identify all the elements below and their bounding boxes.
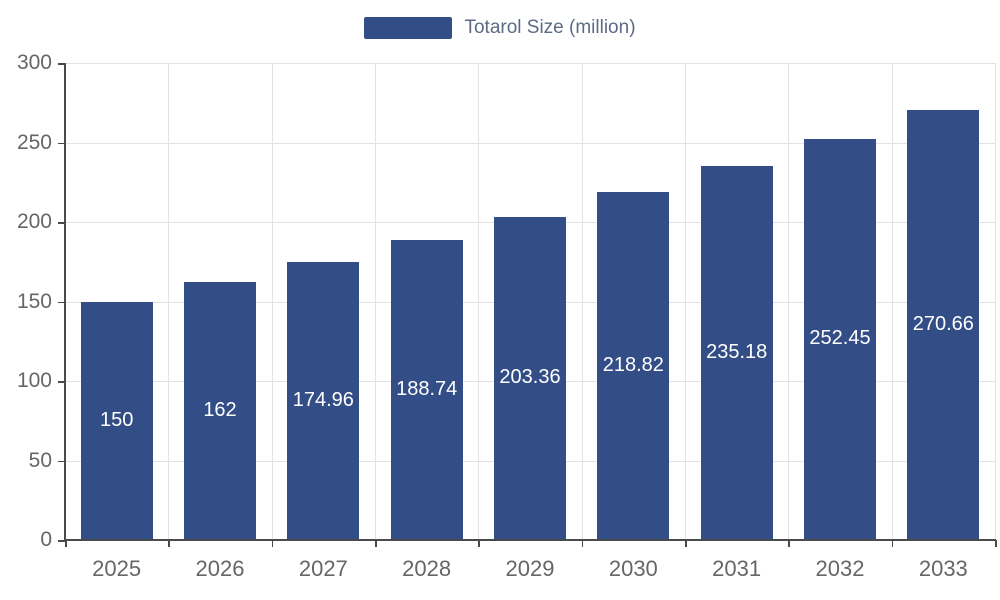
y-tick-label: 150 bbox=[16, 289, 52, 313]
bar-value-label: 174.96 bbox=[292, 388, 354, 411]
x-tick-label: 2027 bbox=[298, 556, 348, 581]
bar[interactable] bbox=[287, 261, 360, 539]
bar[interactable] bbox=[907, 109, 980, 539]
bar-value-label: 270.66 bbox=[912, 312, 974, 335]
y-tick-label: 0 bbox=[40, 528, 52, 551]
x-tick-label: 2026 bbox=[195, 556, 245, 581]
vertical-gridline bbox=[995, 63, 996, 540]
y-axis-tick bbox=[58, 301, 65, 303]
x-tick-label: 2031 bbox=[712, 556, 762, 581]
y-axis-tick bbox=[58, 222, 65, 224]
bar[interactable] bbox=[597, 192, 670, 539]
bar[interactable] bbox=[184, 282, 256, 539]
vertical-gridline bbox=[168, 63, 170, 540]
vertical-gridline bbox=[891, 63, 893, 540]
vertical-gridline bbox=[375, 63, 376, 540]
y-axis-line bbox=[64, 63, 66, 541]
x-tick-label: 2028 bbox=[402, 556, 452, 581]
y-axis-tick bbox=[58, 381, 65, 383]
x-tick-label: 2032 bbox=[815, 556, 865, 581]
bar-value-label: 235.18 bbox=[706, 341, 768, 364]
bar-value-label: 188.74 bbox=[396, 377, 458, 400]
bar-value-label: 252.45 bbox=[809, 327, 871, 350]
x-axis-tick bbox=[65, 540, 67, 547]
vertical-gridline bbox=[788, 63, 790, 540]
x-axis-tick bbox=[995, 540, 997, 547]
y-tick-label: 250 bbox=[16, 130, 52, 154]
bar-value-label: 150 bbox=[99, 408, 134, 431]
vertical-gridline bbox=[478, 63, 480, 540]
y-tick-label: 100 bbox=[16, 369, 52, 392]
x-tick-label: 2030 bbox=[608, 556, 658, 581]
bar[interactable] bbox=[700, 166, 773, 539]
vertical-gridline bbox=[581, 63, 583, 540]
y-axis-tick bbox=[58, 142, 65, 144]
bar-value-label: 162 bbox=[203, 399, 237, 422]
x-axis-tick bbox=[581, 540, 584, 547]
legend-swatch bbox=[364, 17, 453, 39]
vertical-gridline bbox=[685, 63, 686, 540]
bar-value-label: 218.82 bbox=[602, 354, 664, 377]
bar-value-label: 203.36 bbox=[499, 366, 561, 389]
y-axis-tick bbox=[58, 460, 65, 462]
x-axis-line bbox=[64, 539, 996, 541]
x-axis-tick bbox=[271, 540, 274, 547]
x-axis-tick bbox=[375, 540, 377, 547]
bar[interactable] bbox=[804, 138, 876, 539]
x-axis-tick bbox=[891, 540, 894, 547]
y-tick-label: 300 bbox=[16, 51, 52, 74]
x-axis-tick bbox=[168, 540, 170, 547]
y-axis-tick bbox=[58, 540, 65, 542]
chart-legend[interactable]: Totarol Size (million) bbox=[0, 17, 1000, 39]
x-axis-tick bbox=[478, 540, 480, 547]
bar[interactable] bbox=[390, 239, 463, 539]
x-tick-label: 2029 bbox=[505, 556, 555, 581]
horizontal-gridline bbox=[65, 142, 995, 144]
bar[interactable] bbox=[80, 301, 153, 539]
x-axis-tick bbox=[788, 540, 790, 547]
x-tick-label: 2025 bbox=[92, 556, 142, 581]
y-axis-tick bbox=[58, 63, 65, 65]
x-tick-label: 2033 bbox=[918, 556, 968, 581]
vertical-gridline bbox=[271, 63, 273, 540]
x-axis-tick bbox=[685, 540, 687, 547]
y-tick-label: 50 bbox=[28, 448, 52, 472]
y-tick-label: 200 bbox=[16, 210, 52, 233]
legend-label: Totarol Size (million) bbox=[464, 17, 636, 38]
bar[interactable] bbox=[494, 216, 566, 539]
horizontal-gridline bbox=[65, 63, 995, 64]
